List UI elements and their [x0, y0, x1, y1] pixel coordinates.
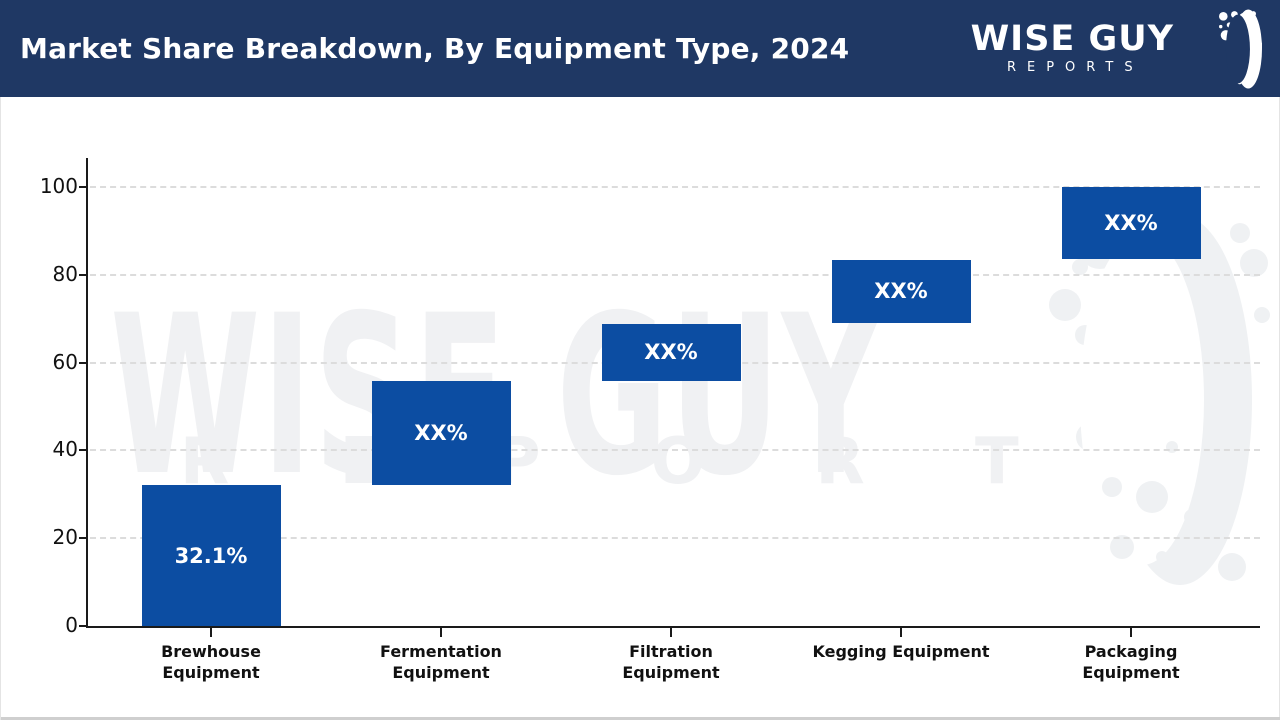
bar-value-label-kegging-equipment: XX%	[874, 279, 928, 304]
bottom-border	[1, 717, 1280, 720]
bar-fermentation-equipment: XX%	[371, 381, 511, 486]
y-tick-label-20: 20	[52, 525, 78, 550]
bar-kegging-equipment: XX%	[831, 259, 971, 324]
x-tick-mark-fermentation-equipment	[440, 628, 442, 637]
y-tick-mark-0	[79, 625, 88, 627]
gridline-80	[90, 273, 1260, 276]
y-tick-mark-80	[79, 273, 88, 276]
x-axis-line	[86, 626, 1260, 628]
wise-guy-reports-logo: WISE GUY REPORTS	[971, 6, 1262, 92]
y-tick-label-80: 80	[52, 261, 78, 286]
bar-brewhouse-equipment: 32.1%	[141, 485, 281, 626]
x-tick-mark-filtration-equipment	[670, 628, 672, 637]
watermark-text-reports: R E P O R T S	[180, 425, 1220, 499]
x-tick-mark-packaging-equipment	[1130, 628, 1132, 637]
x-tick-mark-kegging-equipment	[900, 628, 902, 637]
logo-reports: REPORTS	[1006, 60, 1144, 75]
x-tick-mark-brewhouse-equipment	[210, 628, 212, 637]
y-tick-label-60: 60	[52, 349, 78, 374]
header-bar: Market Share Breakdown, By Equipment Typ…	[0, 0, 1280, 97]
gridline-100	[90, 186, 1260, 188]
logo-face-icon	[1219, 8, 1262, 89]
bar-value-label-fermentation-equipment: XX%	[414, 421, 468, 446]
y-tick-mark-60	[79, 361, 88, 364]
bar-value-label-packaging-equipment: XX%	[1104, 210, 1158, 235]
y-tick-mark-20	[79, 537, 88, 540]
bar-value-label-brewhouse-equipment: 32.1%	[174, 543, 248, 568]
y-tick-mark-40	[79, 449, 88, 452]
y-tick-label-40: 40	[52, 437, 78, 462]
bar-packaging-equipment: XX%	[1061, 187, 1201, 259]
bar-value-label-filtration-equipment: XX%	[644, 340, 698, 365]
logo-text: WISE GUY REPORTS	[970, 19, 1174, 76]
chart-title: Market Share Breakdown, By Equipment Typ…	[20, 32, 850, 65]
x-category-label-fermentation-equipment: Fermentation Equipment	[380, 642, 502, 683]
x-category-label-filtration-equipment: Filtration Equipment	[622, 642, 720, 683]
bar-filtration-equipment: XX%	[601, 323, 741, 381]
y-tick-mark-100	[79, 186, 88, 188]
x-category-label-kegging-equipment: Kegging Equipment	[812, 642, 990, 661]
y-axis-line	[86, 158, 88, 628]
x-category-label-packaging-equipment: Packaging Equipment	[1082, 642, 1180, 683]
gridline-40	[90, 449, 1260, 452]
x-category-label-brewhouse-equipment: Brewhouse Equipment	[161, 642, 261, 683]
logo-wise-guy: WISE GUY	[970, 19, 1174, 59]
gridline-20	[90, 537, 1260, 540]
y-tick-label-0: 0	[65, 613, 78, 637]
y-tick-label-100: 100	[39, 174, 78, 198]
